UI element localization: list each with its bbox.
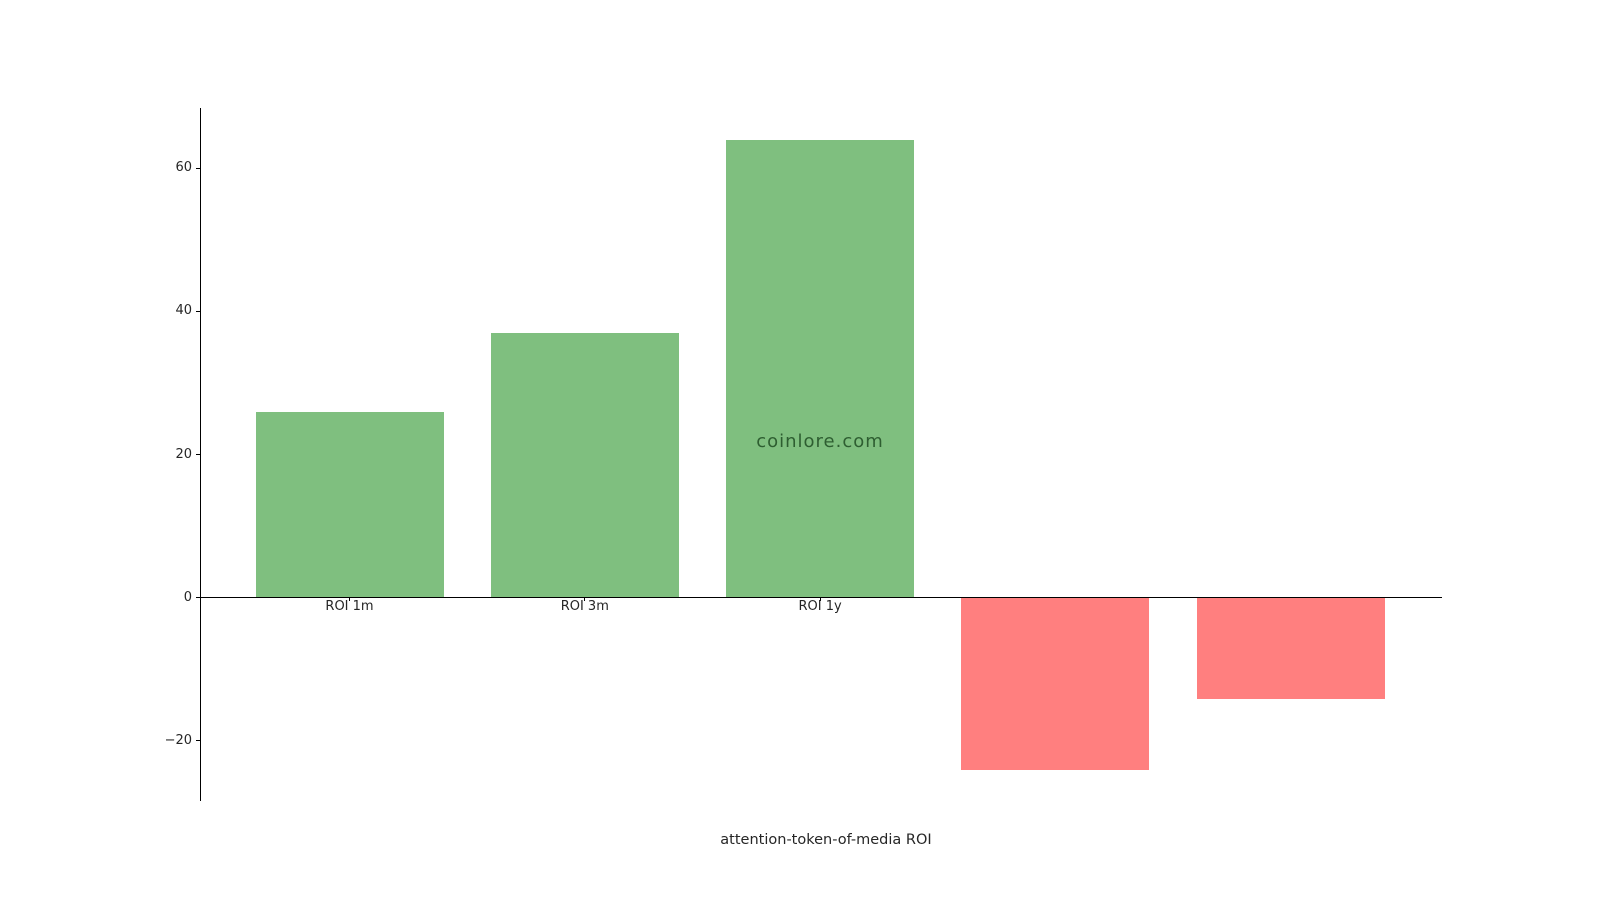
y-tick-40: [196, 310, 200, 312]
x-axis-line: [200, 597, 1442, 598]
y-tick--20: [196, 740, 200, 742]
bar-roi-1y: [726, 139, 915, 598]
x-tick-label-2: ROI 1y: [798, 599, 842, 614]
x-tick-1: [584, 597, 586, 601]
y-tick-label-40: 40: [175, 303, 192, 319]
x-tick-2: [819, 597, 821, 601]
y-tick-label-0: 0: [183, 589, 192, 605]
watermark-text: coinlore.com: [756, 431, 884, 452]
x-tick-label-0: ROI 1m: [325, 599, 374, 614]
y-axis-line: [200, 108, 201, 801]
bar-unlabeled-5: [1196, 598, 1385, 699]
y-tick-20: [196, 454, 200, 455]
y-tick-0: [196, 597, 200, 599]
y-tick-label--20: −20: [164, 732, 192, 748]
y-tick-label-60: 60: [175, 160, 192, 176]
bar-roi-1m: [255, 411, 444, 598]
x-tick-label-1: ROI 3m: [560, 599, 609, 614]
x-tick-0: [349, 597, 350, 601]
y-tick-60: [196, 167, 200, 169]
chart-title: attention-token-of-media ROI: [720, 832, 932, 848]
y-tick-label-20: 20: [175, 446, 192, 462]
bar-unlabeled-4: [961, 598, 1150, 771]
bar-roi-3m: [490, 332, 679, 598]
